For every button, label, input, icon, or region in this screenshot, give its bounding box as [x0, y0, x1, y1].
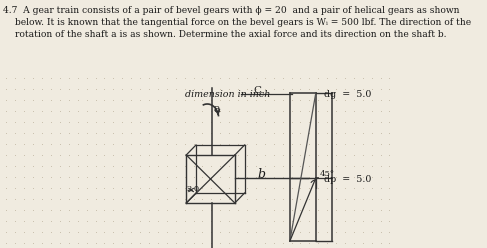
- Text: dg  =  5.0: dg = 5.0: [324, 90, 371, 99]
- Text: C: C: [253, 86, 262, 95]
- Text: a: a: [214, 104, 221, 114]
- Text: dp  =  5.0: dp = 5.0: [324, 175, 371, 184]
- Text: 4.7  A gear train consists of a pair of bevel gears with ϕ = 20  and a pair of h: 4.7 A gear train consists of a pair of b…: [3, 6, 460, 15]
- Text: rotation of the shaft a is as shown. Determine the axial force and its direction: rotation of the shaft a is as shown. Det…: [15, 30, 446, 39]
- Text: b: b: [258, 168, 265, 181]
- Text: 45°: 45°: [320, 170, 335, 178]
- Text: below. It is known that the tangential force on the bevel gears is Wᵢ = 500 lbf.: below. It is known that the tangential f…: [15, 18, 471, 27]
- Text: 2.0: 2.0: [186, 185, 199, 193]
- Text: dimension in inch: dimension in inch: [185, 90, 270, 99]
